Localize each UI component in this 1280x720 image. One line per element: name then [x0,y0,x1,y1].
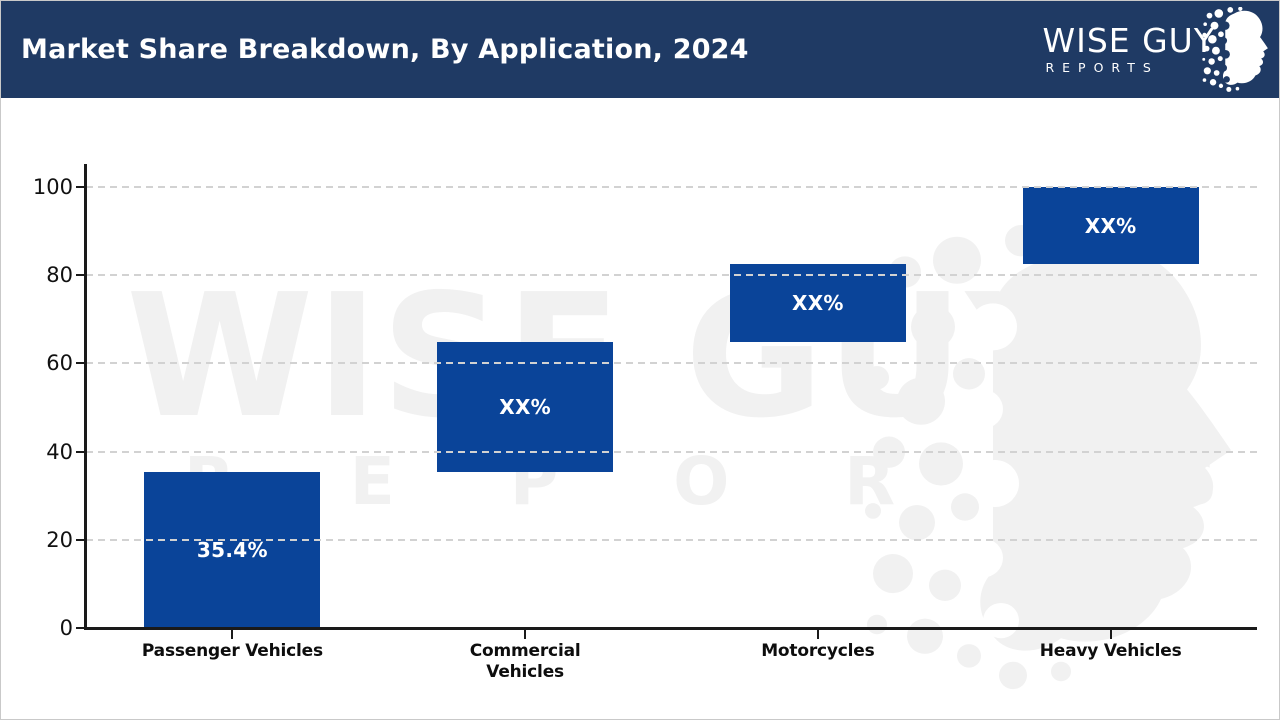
wise-guy-logo: WISE GUY REPORTS [1042,6,1273,93]
y-tick-label-60: 60 [46,351,73,376]
bar-label-passenger-vehicles: 35.4% [196,537,268,562]
bar-motorcycles: XX% [729,264,906,342]
y-tick-label-80: 80 [46,263,73,288]
y-axis-line [84,164,87,630]
logo-wordmark: WISE GUY [1042,21,1215,60]
y-tick-60 [76,362,84,365]
x-tick-label-passenger-vehicles: Passenger Vehicles [141,641,323,661]
x-tick-motorcycles [816,630,819,639]
bar-label-heavy-vehicles: XX% [1084,213,1137,238]
x-tick-commercial-vehicles [524,630,527,639]
bar-heavy-vehicles: XX% [1022,187,1199,265]
logo-text: WISE GUY REPORTS [1042,24,1215,75]
y-tick-label-40: 40 [46,439,73,464]
x-tick-heavy-vehicles [1109,630,1112,639]
chart-title: Market Share Breakdown, By Application, … [21,34,749,65]
bar-label-motorcycles: XX% [791,290,844,315]
y-tick-label-20: 20 [46,527,73,552]
y-tick-label-100: 100 [32,175,73,199]
logo-subtitle: REPORTS [1045,60,1159,75]
header-bar: Market Share Breakdown, By Application, … [1,1,1279,98]
y-tick-80 [76,274,84,277]
y-tick-100 [76,186,84,188]
x-tick-label-commercial-vehicles: Commercial Vehicles [469,641,581,683]
x-tick-passenger-vehicles [231,630,234,639]
bar-passenger-vehicles: 35.4% [144,471,321,628]
y-tick-label-0: 0 [59,616,73,640]
x-axis-line [84,627,1257,630]
x-tick-label-motorcycles: Motorcycles [761,641,875,661]
y-tick-40 [76,450,84,453]
x-tick-label-heavy-vehicles: Heavy Vehicles [1039,641,1182,661]
y-tick-20 [76,538,84,541]
bar-label-commercial-vehicles: XX% [499,394,552,419]
y-tick-0 [76,627,84,629]
